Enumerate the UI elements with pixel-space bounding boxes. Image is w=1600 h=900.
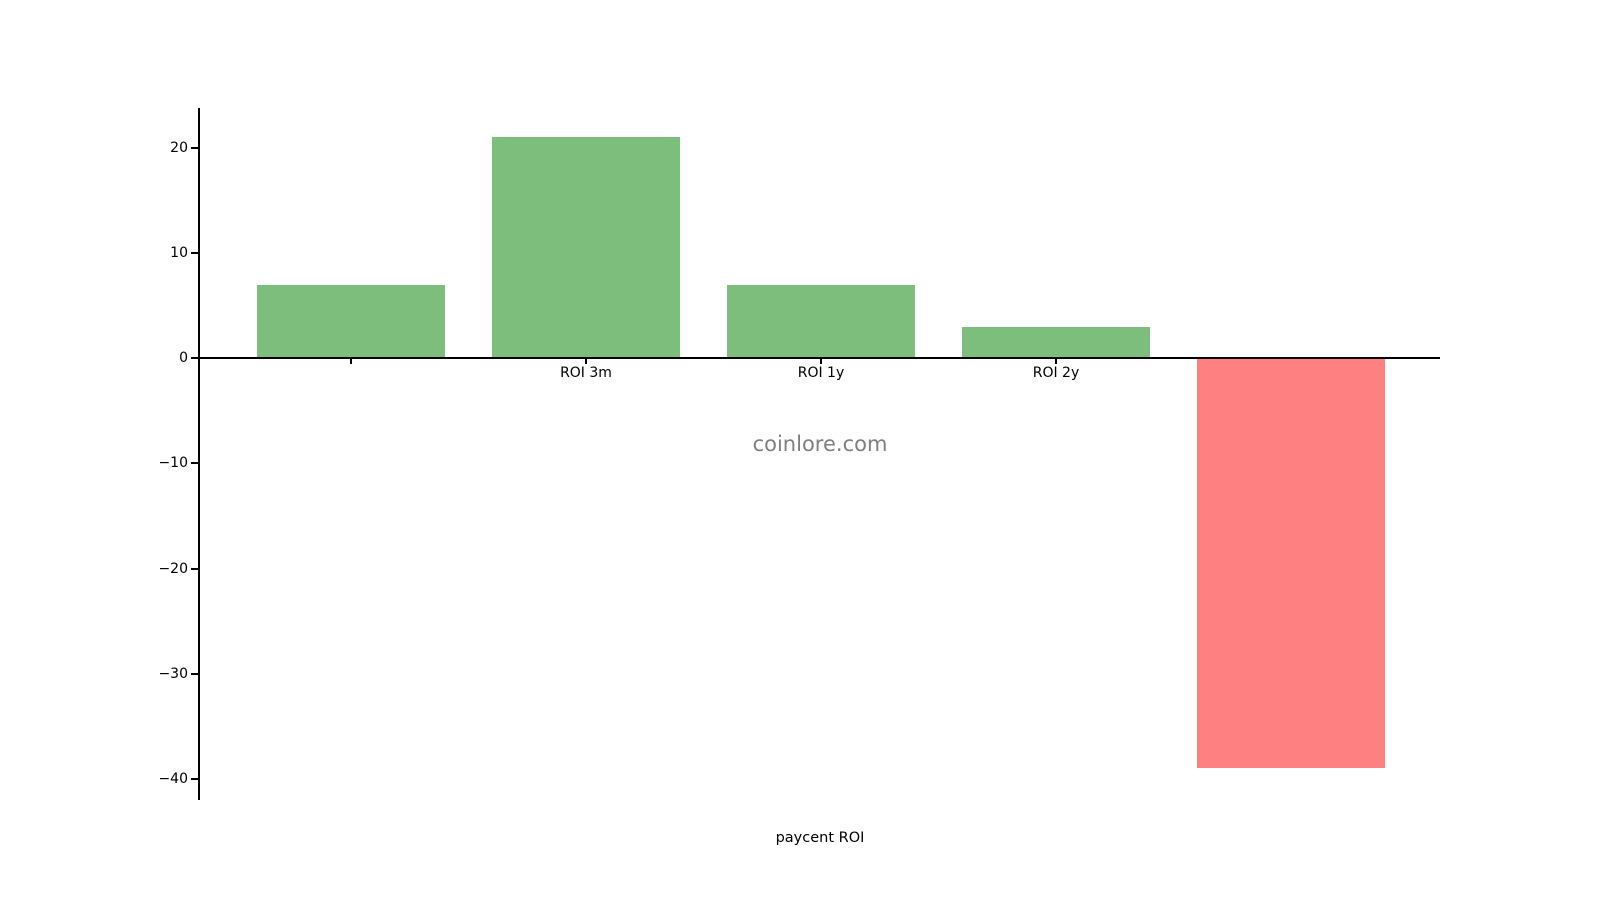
x-tick-mark (350, 358, 352, 364)
y-tick-mark (191, 462, 198, 464)
y-tick-label: −10 (158, 455, 188, 471)
y-tick-label: −40 (158, 771, 188, 787)
bar-0 (257, 285, 445, 359)
y-tick-label: 20 (170, 140, 188, 156)
y-tick-label: 10 (170, 245, 188, 261)
y-tick-label: −20 (158, 561, 188, 577)
y-tick-mark (191, 252, 198, 254)
x-axis-title: paycent ROI (775, 830, 865, 846)
x-tick-label: ROI 1y (797, 365, 845, 381)
x-tick-label: ROI 3m (560, 365, 612, 381)
y-axis-spine (198, 108, 200, 800)
y-tick-mark (191, 778, 198, 780)
bar-roi-2y (962, 327, 1150, 359)
x-tick-mark (1055, 358, 1057, 364)
watermark-text: coinlore.com (752, 432, 888, 456)
bar-roi-3m (492, 137, 680, 358)
x-tick-mark (820, 358, 822, 364)
y-tick-mark (191, 147, 198, 149)
bar-roi-1y (727, 285, 915, 359)
y-tick-label: 0 (179, 350, 188, 366)
y-tick-mark (191, 357, 198, 359)
y-tick-label: −30 (158, 666, 188, 682)
y-tick-mark (191, 673, 198, 675)
x-tick-label: ROI 2y (1032, 365, 1080, 381)
bar-4 (1197, 358, 1385, 768)
x-tick-mark (585, 358, 587, 364)
y-tick-mark (191, 568, 198, 570)
